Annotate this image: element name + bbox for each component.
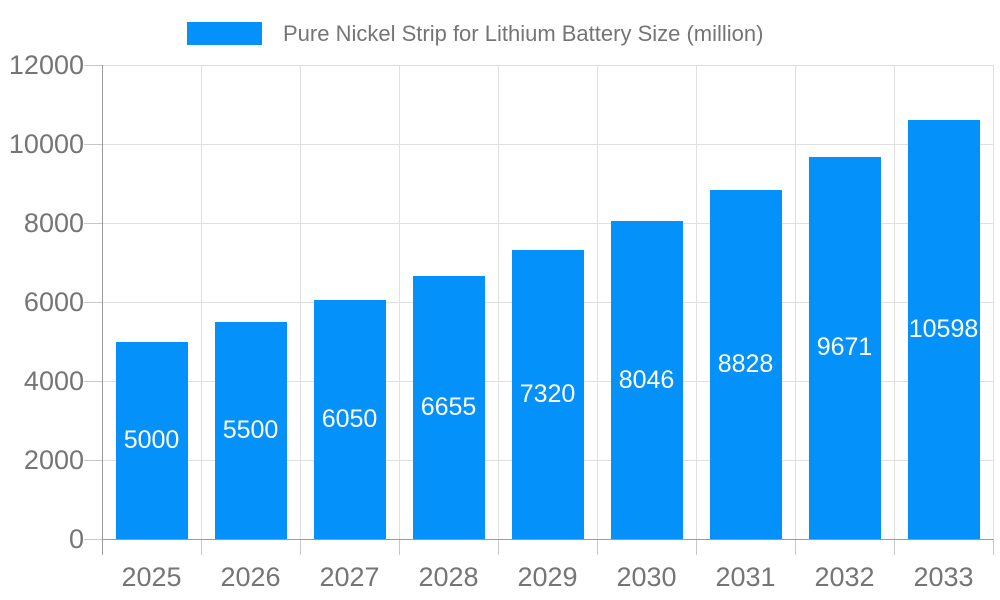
- y-axis-label: 2000: [23, 445, 84, 475]
- x-axis-tick: [696, 539, 697, 555]
- x-axis-label: 2031: [715, 562, 776, 592]
- bar-value-label: 9671: [816, 333, 873, 362]
- x-axis-label: 2025: [121, 562, 182, 592]
- x-axis-tick: [795, 539, 796, 555]
- bar-value-label: 8828: [717, 350, 774, 379]
- bar: 7320: [511, 249, 584, 539]
- y-axis-tick: [84, 65, 102, 66]
- bar: 6050: [313, 300, 386, 539]
- x-axis-tick: [597, 539, 598, 555]
- x-axis-tick: [894, 539, 895, 555]
- v-gridline: [300, 65, 301, 539]
- bar-value-label: 5500: [222, 415, 279, 444]
- bar: 6655: [412, 276, 485, 539]
- bar-value-label: 6655: [420, 393, 477, 422]
- y-axis-tick: [84, 381, 102, 382]
- x-axis-label: 2026: [220, 562, 281, 592]
- bar: 5500: [214, 321, 287, 539]
- y-axis-tick: [84, 144, 102, 145]
- y-axis-label: 6000: [23, 287, 84, 317]
- v-gridline: [993, 65, 994, 539]
- x-axis-label: 2029: [517, 562, 578, 592]
- bar-value-label: 7320: [519, 379, 576, 408]
- bar: 8828: [709, 190, 782, 539]
- x-axis-label: 2030: [616, 562, 677, 592]
- bar: 10598: [907, 120, 980, 539]
- bar: 5000: [115, 341, 188, 539]
- bar-value-label: 10598: [908, 315, 979, 344]
- y-axis-tick: [84, 460, 102, 461]
- y-axis-label: 12000: [8, 50, 84, 80]
- y-axis-label: 4000: [23, 366, 84, 396]
- v-gridline: [399, 65, 400, 539]
- bar: 8046: [610, 221, 683, 539]
- x-axis-tick: [201, 539, 202, 555]
- bar-value-label: 6050: [321, 405, 378, 433]
- v-gridline: [795, 65, 796, 539]
- bar: 9671: [808, 156, 881, 539]
- y-axis-label: 10000: [8, 129, 84, 159]
- h-gridline: [102, 223, 993, 224]
- legend-color-swatch: [187, 22, 262, 45]
- v-gridline: [498, 65, 499, 539]
- v-gridline: [894, 65, 895, 539]
- x-axis-label: 2028: [418, 562, 479, 592]
- h-gridline: [102, 65, 993, 66]
- v-gridline: [696, 65, 697, 539]
- x-axis-tick: [498, 539, 499, 555]
- y-axis-label: 8000: [23, 208, 84, 238]
- bar-value-label: 5000: [123, 425, 180, 454]
- h-gridline: [102, 144, 993, 145]
- x-axis-label: 2032: [814, 562, 875, 592]
- x-axis-tick: [993, 539, 994, 555]
- y-axis-tick: [84, 539, 102, 540]
- x-axis-tick: [300, 539, 301, 555]
- x-axis-tick: [399, 539, 400, 555]
- y-axis-label: 0: [68, 524, 84, 554]
- y-axis-line: [102, 65, 103, 555]
- x-axis-label: 2033: [913, 562, 974, 592]
- v-gridline: [597, 65, 598, 539]
- bar-value-label: 8046: [618, 365, 675, 394]
- x-axis-line: [102, 539, 993, 540]
- v-gridline: [201, 65, 202, 539]
- x-axis-label: 2027: [319, 562, 380, 592]
- y-axis-tick: [84, 223, 102, 224]
- y-axis-tick: [84, 302, 102, 303]
- legend-series-label: Pure Nickel Strip for Lithium Battery Si…: [283, 21, 764, 46]
